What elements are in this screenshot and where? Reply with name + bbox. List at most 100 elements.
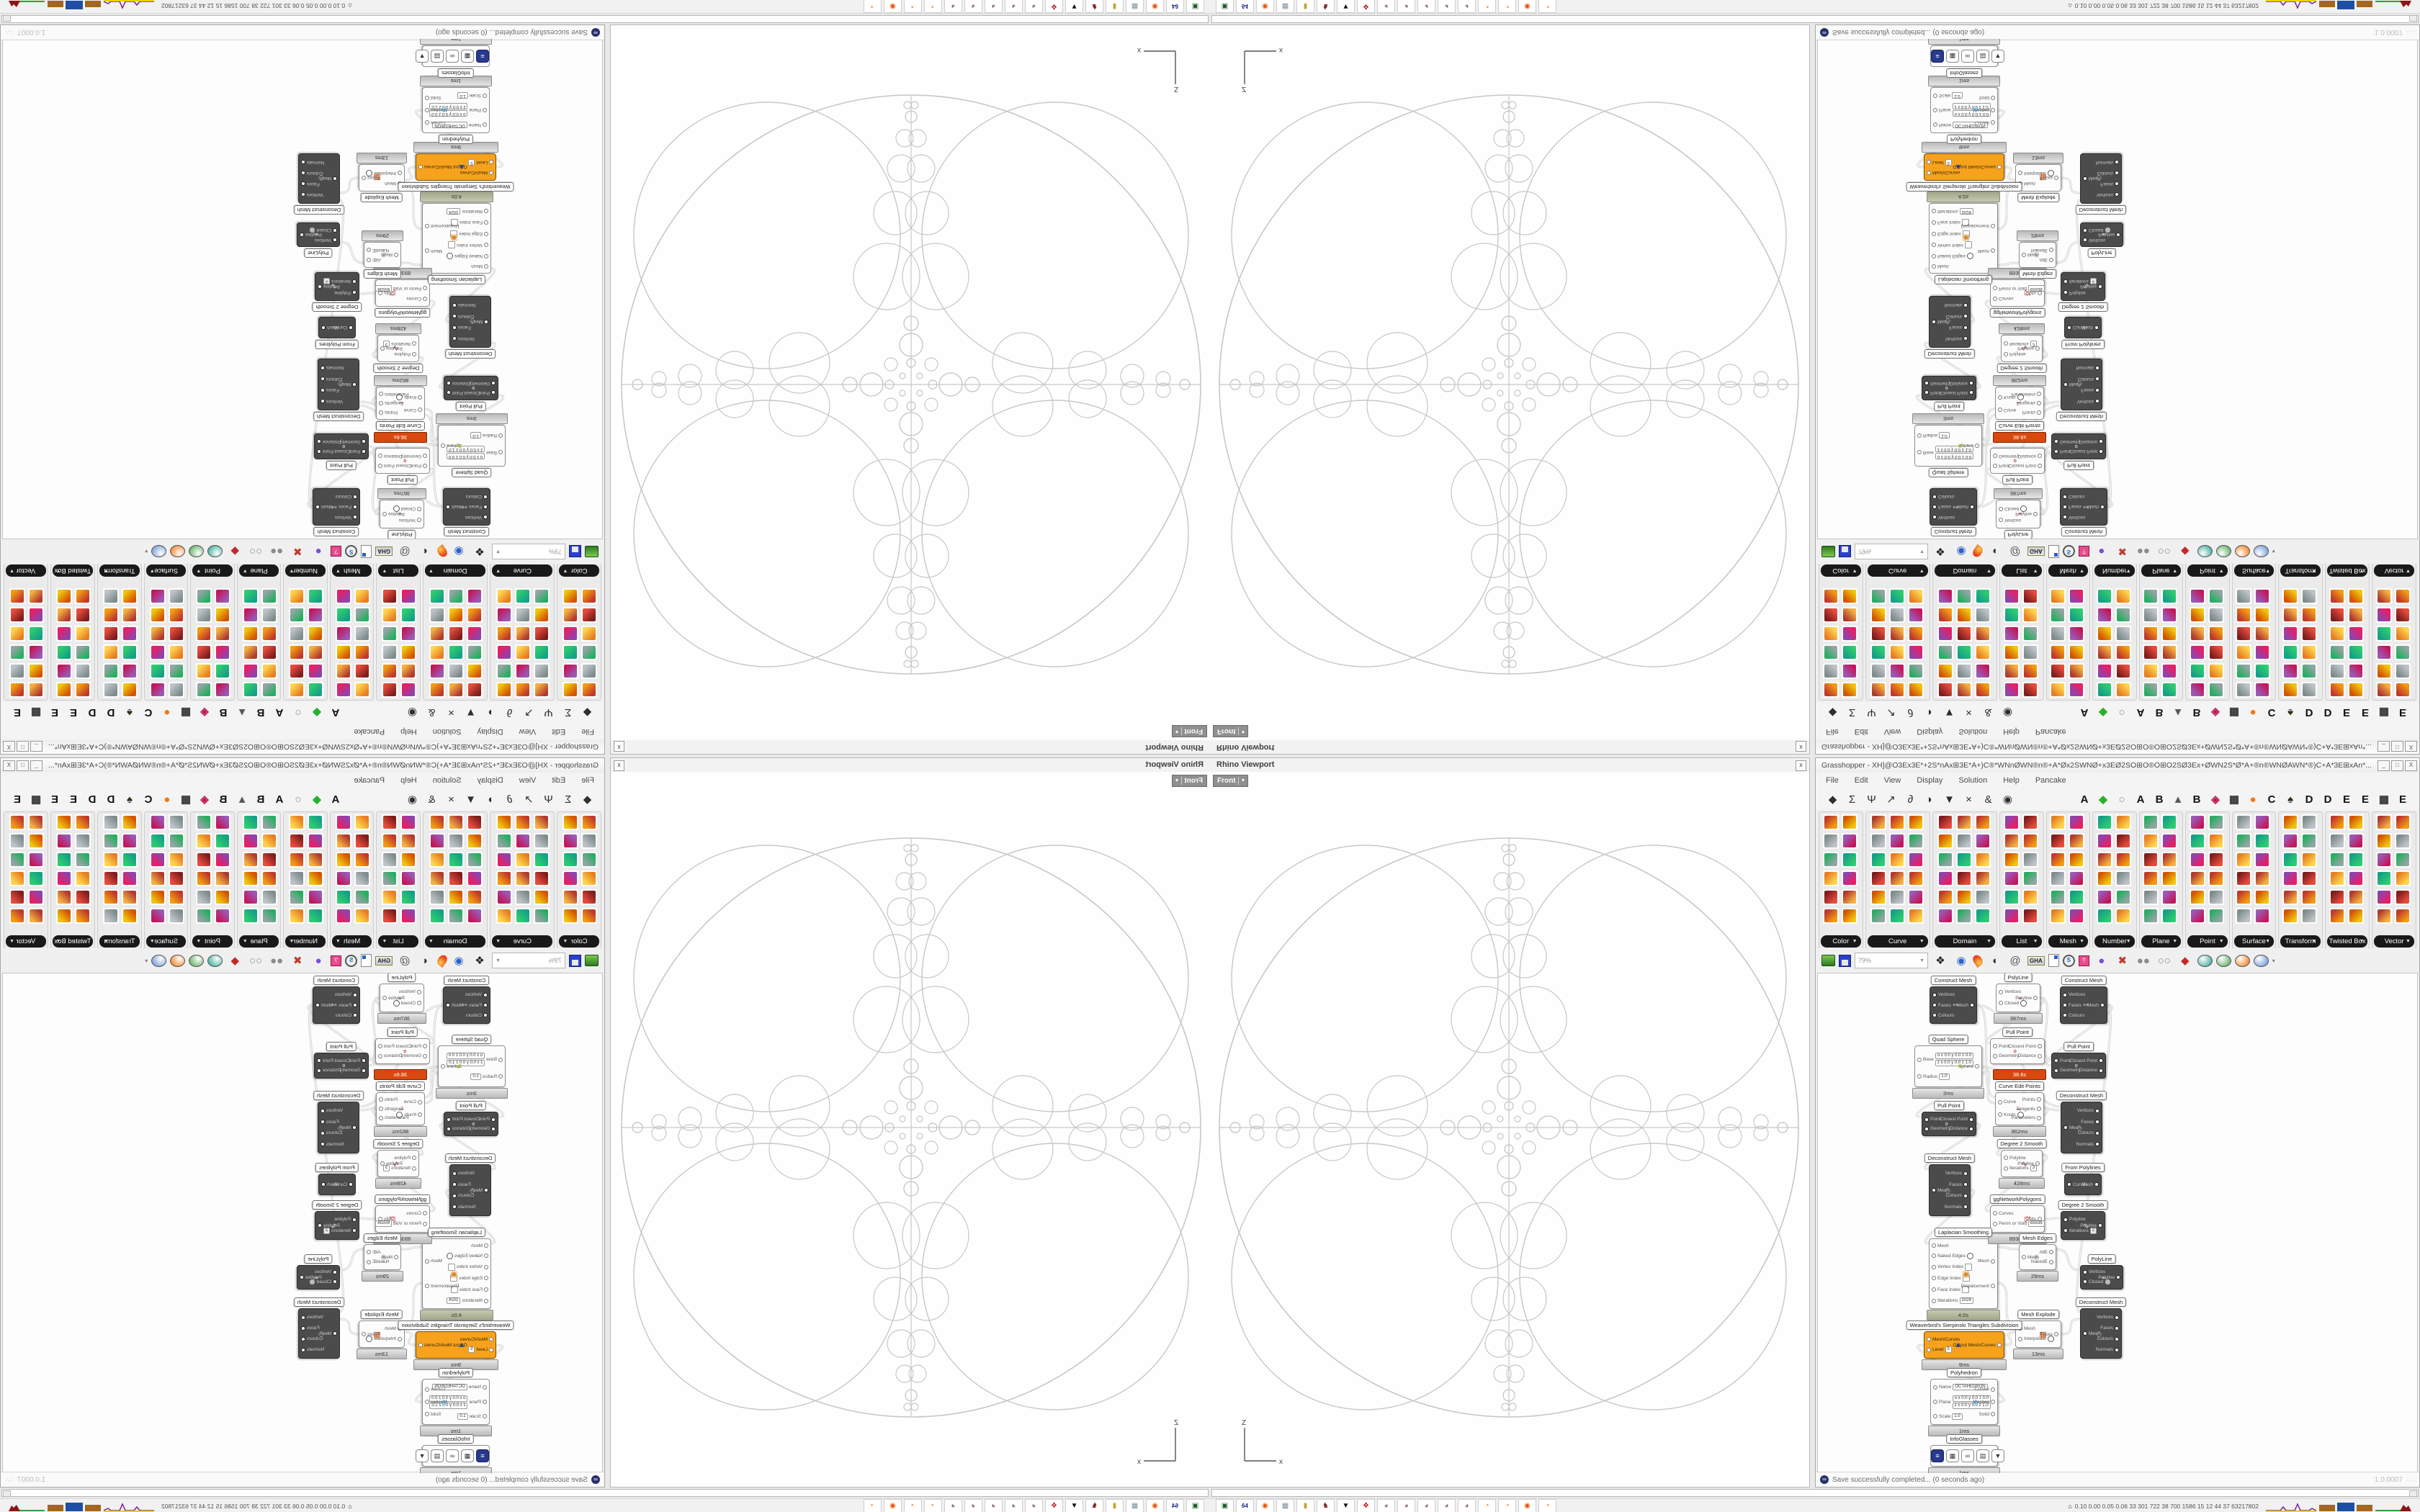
gh-node-me[interactable]: Mesh Edges Mesh ✳ AllE NakedE 29ms (2017, 230, 2058, 279)
tab-grid1[interactable]: ▦ (2228, 706, 2240, 719)
output-port[interactable]: Polyline (2080, 284, 2102, 289)
input-port[interactable]: Itterations 1024 (447, 1297, 488, 1305)
chevron-down-icon[interactable]: ▾ (2272, 957, 2275, 964)
component-icon[interactable] (27, 889, 44, 905)
tab-mountain[interactable]: ▲ (2172, 706, 2184, 719)
component-icon[interactable] (103, 870, 120, 886)
component-icon[interactable] (9, 814, 25, 830)
output-port[interactable]: Normals (301, 160, 324, 165)
balloon-icon[interactable]: ● (2098, 954, 2105, 967)
component-icon[interactable] (354, 607, 370, 623)
input-port[interactable]: Mesh/Curves (1927, 1337, 1960, 1342)
component-icon[interactable] (1907, 644, 1924, 660)
component-icon[interactable] (1870, 626, 1886, 642)
blender-app-icon-1[interactable]: ◔ (1478, 0, 1496, 13)
gh-node-pp3[interactable]: Pull Point Point Geometry ⚬ Closest Point Dis… (444, 1101, 498, 1136)
gh-node-d2s2[interactable]: Degree 2 Smooth Polyline Iterations 2 ∿ Polyl… (2058, 272, 2108, 312)
input-port[interactable]: Vertices (335, 515, 357, 520)
menu-item-display[interactable]: Display (1917, 727, 1943, 736)
component-icon[interactable] (515, 852, 532, 868)
input-port[interactable]: Point (1924, 390, 1941, 395)
gha-icon[interactable]: GHA (375, 952, 393, 969)
input-port[interactable]: Plane o x 0.0 y 0.0 z 0.0 z x 0.0 y 0.0 z … (1933, 1395, 1991, 1409)
component-icon[interactable] (563, 908, 579, 924)
palette-app-icon-3[interactable]: ◕ (1417, 0, 1435, 13)
component-icon[interactable] (215, 644, 231, 660)
palette-label[interactable]: Plane ▼ (238, 564, 279, 577)
canvas-zoom-dropdown[interactable]: 79% ▼ (492, 953, 565, 968)
component-icon[interactable] (1841, 588, 1857, 604)
component-icon[interactable] (2208, 889, 2224, 905)
component-icon[interactable] (149, 852, 166, 868)
component-icon[interactable] (2282, 682, 2298, 698)
output-port[interactable]: Mesh (446, 505, 463, 510)
node-body[interactable]: Point Geometry ⚬ Closest Point Distance (1922, 1112, 1976, 1136)
vector-tab-icon[interactable]: ↗ (1886, 793, 1896, 806)
folder-app-icon[interactable]: ▮ (1106, 0, 1124, 13)
component-icon[interactable] (2003, 814, 2020, 830)
component-icon[interactable] (308, 814, 324, 830)
component-icon[interactable] (2115, 852, 2131, 868)
component-icon[interactable] (149, 814, 166, 830)
mesh-tab-icon[interactable]: ▼ (1944, 706, 1955, 719)
curve-tab-icon[interactable]: ∂ (506, 706, 513, 719)
component-icon[interactable] (2096, 626, 2112, 642)
component-icon[interactable] (534, 626, 550, 642)
component-icon[interactable] (215, 682, 231, 698)
component-icon[interactable] (496, 889, 513, 905)
input-port[interactable]: Vertices (1999, 989, 2021, 994)
output-port[interactable]: Closest Point (447, 1117, 480, 1122)
save-file-icon[interactable] (569, 952, 581, 969)
component-icon[interactable] (2282, 663, 2298, 679)
input-port[interactable]: Point (479, 390, 496, 395)
minimize-button[interactable]: _ (30, 760, 42, 771)
output-port[interactable]: Normals (452, 302, 475, 307)
component-icon[interactable] (1974, 626, 1991, 642)
input-port[interactable]: Polyline (334, 290, 357, 295)
open-file-icon[interactable] (1821, 543, 1835, 560)
mud-app-icon[interactable]: ♞ (1085, 0, 1103, 13)
component-icon[interactable] (2300, 889, 2317, 905)
node-body[interactable]: Polyline Iterations 2 ∿ Polyline (315, 1211, 359, 1240)
node-body[interactable]: Curve Knots ⌁ Points Tangents Parameters (376, 1092, 425, 1125)
node-body[interactable]: Base o x 0.0 y 0.0 z 0.0 z x 0.0 y 0.0 z 1… (1914, 1045, 1982, 1087)
chevron-down-icon[interactable]: ▾ (145, 548, 148, 555)
tab-bird[interactable]: ♠ (2287, 793, 2293, 806)
sets-tab-icon[interactable]: Ψ (544, 793, 553, 806)
component-icon[interactable] (1822, 833, 1839, 849)
tab-gem[interactable]: ◆ (2099, 793, 2107, 806)
component-icon[interactable] (581, 870, 598, 886)
output-port[interactable]: Faces (362, 176, 380, 181)
component-icon[interactable] (2300, 626, 2317, 642)
gift-icon[interactable]: ? (2078, 543, 2089, 560)
component-icon[interactable] (581, 833, 598, 849)
component-icon[interactable] (2300, 870, 2317, 886)
draw-icons-toggle[interactable]: ●● (270, 954, 284, 967)
component-icon[interactable] (1888, 607, 1905, 623)
output-port[interactable]: Closest Point (2070, 449, 2103, 454)
output-port[interactable]: Points (2022, 410, 2041, 415)
component-icon[interactable] (168, 644, 184, 660)
component-icon[interactable] (122, 814, 138, 830)
component-icon[interactable] (149, 588, 166, 604)
component-icon[interactable] (1822, 814, 1839, 830)
draw-fancy-wires-toggle[interactable]: ○○ (2157, 545, 2171, 558)
input-port[interactable]: Scale 1.0 (1933, 1413, 1963, 1420)
output-port[interactable]: Parameters (2011, 392, 2041, 397)
input-port[interactable]: Faces (339, 505, 357, 510)
curve-tab-icon[interactable]: ∂ (1907, 706, 1914, 719)
gh-node-cep[interactable]: 38.6s Curve Edit Points Curve Knots ⌁ Points T… (374, 1069, 427, 1137)
component-icon[interactable] (122, 607, 138, 623)
component-icon[interactable] (2236, 588, 2252, 604)
component-icon[interactable] (515, 908, 532, 924)
component-icon[interactable] (196, 682, 212, 698)
node-body[interactable]: Mesh ✳ AllE NakedE (2019, 242, 2056, 268)
output-port[interactable]: Sphere (441, 1064, 462, 1069)
output-port[interactable]: Sphere (1958, 444, 1979, 449)
component-icon[interactable] (74, 663, 91, 679)
remote-icon[interactable]: @ (399, 545, 411, 558)
component-icon[interactable] (534, 682, 550, 698)
component-icon[interactable] (149, 663, 166, 679)
tab-grid1[interactable]: ▦ (180, 793, 192, 806)
tab-a1[interactable]: A (2080, 793, 2089, 806)
